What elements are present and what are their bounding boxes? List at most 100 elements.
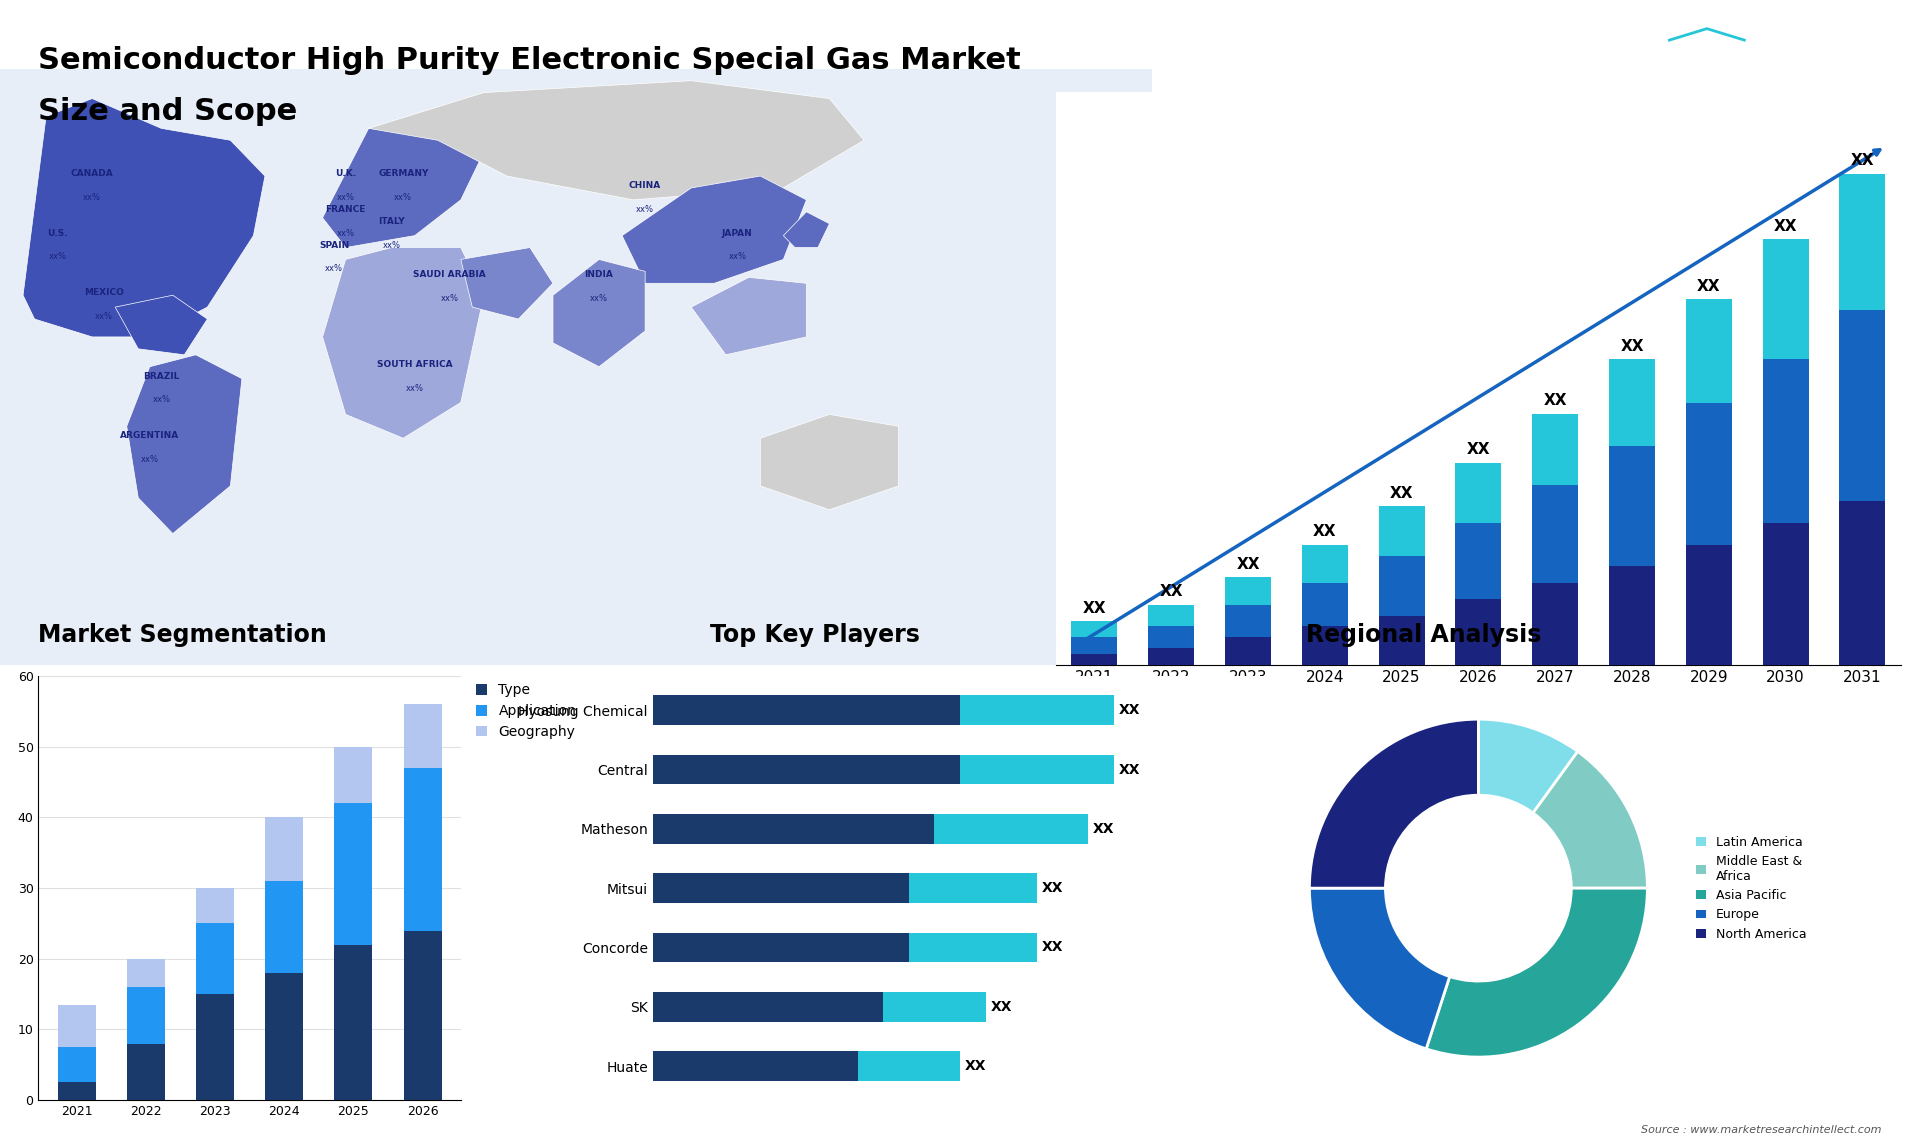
Bar bbox=[1532, 414, 1578, 485]
Bar bbox=[1455, 599, 1501, 665]
Bar bbox=[196, 994, 234, 1100]
Text: XX: XX bbox=[991, 999, 1012, 1014]
Text: xx%: xx% bbox=[394, 193, 413, 202]
Bar bbox=[58, 1047, 96, 1083]
Text: xx%: xx% bbox=[83, 193, 102, 202]
Bar bbox=[1609, 566, 1655, 665]
Text: xx%: xx% bbox=[324, 265, 344, 274]
Bar bbox=[1686, 299, 1732, 402]
Bar bbox=[403, 768, 442, 931]
Wedge shape bbox=[1309, 720, 1478, 888]
Text: MEXICO: MEXICO bbox=[84, 288, 123, 297]
Text: SOUTH AFRICA: SOUTH AFRICA bbox=[376, 360, 453, 369]
Text: XX: XX bbox=[1092, 822, 1116, 835]
Legend: Latin America, Middle East &
Africa, Asia Pacific, Europe, North America: Latin America, Middle East & Africa, Asi… bbox=[1695, 835, 1807, 941]
Bar bbox=[883, 992, 985, 1021]
Text: BRAZIL: BRAZIL bbox=[144, 371, 179, 380]
Bar bbox=[908, 873, 1037, 903]
Bar bbox=[127, 987, 165, 1044]
Bar bbox=[935, 814, 1089, 843]
Text: XX: XX bbox=[1851, 154, 1874, 168]
Bar bbox=[653, 1051, 858, 1081]
Bar bbox=[653, 992, 883, 1021]
Bar bbox=[265, 973, 303, 1100]
Text: FRANCE: FRANCE bbox=[324, 205, 367, 214]
Bar bbox=[403, 931, 442, 1100]
Bar bbox=[58, 1005, 96, 1047]
Bar bbox=[1379, 507, 1425, 556]
Text: Semiconductor High Purity Electronic Special Gas Market: Semiconductor High Purity Electronic Spe… bbox=[38, 46, 1021, 74]
Text: Size and Scope: Size and Scope bbox=[38, 97, 298, 126]
Bar bbox=[1763, 240, 1809, 359]
Bar bbox=[127, 1044, 165, 1100]
Text: XX: XX bbox=[1160, 584, 1183, 599]
Bar bbox=[1839, 309, 1885, 501]
Text: INDIA: INDIA bbox=[584, 270, 614, 280]
Text: xx%: xx% bbox=[405, 384, 424, 393]
Text: xx%: xx% bbox=[140, 455, 159, 464]
Text: xx%: xx% bbox=[94, 312, 113, 321]
Text: xx%: xx% bbox=[589, 295, 609, 304]
Bar bbox=[403, 705, 442, 768]
Bar bbox=[1148, 649, 1194, 665]
Bar bbox=[1225, 578, 1271, 605]
Bar bbox=[1225, 637, 1271, 665]
Text: Top Key Players: Top Key Players bbox=[710, 623, 920, 647]
Bar bbox=[196, 924, 234, 994]
Bar bbox=[334, 944, 372, 1100]
Text: xx%: xx% bbox=[382, 241, 401, 250]
Text: XX: XX bbox=[1119, 762, 1140, 777]
Bar bbox=[265, 817, 303, 881]
Text: ITALY: ITALY bbox=[378, 217, 405, 226]
Bar bbox=[960, 696, 1114, 725]
Bar bbox=[1839, 173, 1885, 309]
Bar bbox=[653, 873, 908, 903]
Text: XX: XX bbox=[1390, 486, 1413, 501]
Bar bbox=[1148, 605, 1194, 627]
Bar bbox=[334, 747, 372, 803]
Bar bbox=[1455, 523, 1501, 599]
Text: Source : www.marketresearchintellect.com: Source : www.marketresearchintellect.com bbox=[1642, 1124, 1882, 1135]
Wedge shape bbox=[1427, 888, 1647, 1057]
Text: XX: XX bbox=[1544, 393, 1567, 408]
Bar bbox=[1609, 447, 1655, 566]
Text: XX: XX bbox=[1043, 941, 1064, 955]
Bar bbox=[1686, 402, 1732, 544]
Bar bbox=[653, 933, 908, 963]
Bar bbox=[265, 881, 303, 973]
Bar bbox=[1302, 544, 1348, 583]
Text: Market Segmentation: Market Segmentation bbox=[38, 623, 326, 647]
Text: ARGENTINA: ARGENTINA bbox=[121, 431, 179, 440]
Text: xx%: xx% bbox=[728, 252, 747, 261]
Text: Regional Analysis: Regional Analysis bbox=[1306, 623, 1542, 647]
Text: xx%: xx% bbox=[636, 205, 655, 214]
Bar bbox=[1379, 615, 1425, 665]
Bar bbox=[653, 755, 960, 784]
Circle shape bbox=[1386, 795, 1571, 981]
Bar bbox=[1071, 637, 1117, 653]
Polygon shape bbox=[783, 212, 829, 248]
Text: XX: XX bbox=[1467, 442, 1490, 457]
Text: XX: XX bbox=[966, 1059, 987, 1073]
Bar bbox=[1379, 556, 1425, 615]
Bar bbox=[1071, 621, 1117, 637]
Text: SAUDI ARABIA: SAUDI ARABIA bbox=[413, 270, 486, 280]
Bar bbox=[1839, 501, 1885, 665]
Text: XX: XX bbox=[1697, 278, 1720, 293]
Bar bbox=[1148, 627, 1194, 649]
Text: XX: XX bbox=[1043, 881, 1064, 895]
Bar bbox=[1302, 627, 1348, 665]
Text: SPAIN: SPAIN bbox=[319, 241, 349, 250]
Text: CHINA: CHINA bbox=[630, 181, 660, 190]
Polygon shape bbox=[553, 259, 645, 367]
Bar bbox=[1532, 583, 1578, 665]
Text: U.K.: U.K. bbox=[334, 168, 357, 178]
Legend: Type, Application, Geography: Type, Application, Geography bbox=[476, 683, 576, 739]
Bar bbox=[1686, 544, 1732, 665]
FancyBboxPatch shape bbox=[0, 69, 1152, 665]
Text: XX: XX bbox=[1620, 338, 1644, 354]
Text: XX: XX bbox=[1083, 601, 1106, 615]
Bar bbox=[1532, 485, 1578, 583]
Wedge shape bbox=[1532, 752, 1647, 888]
Bar bbox=[1763, 359, 1809, 523]
